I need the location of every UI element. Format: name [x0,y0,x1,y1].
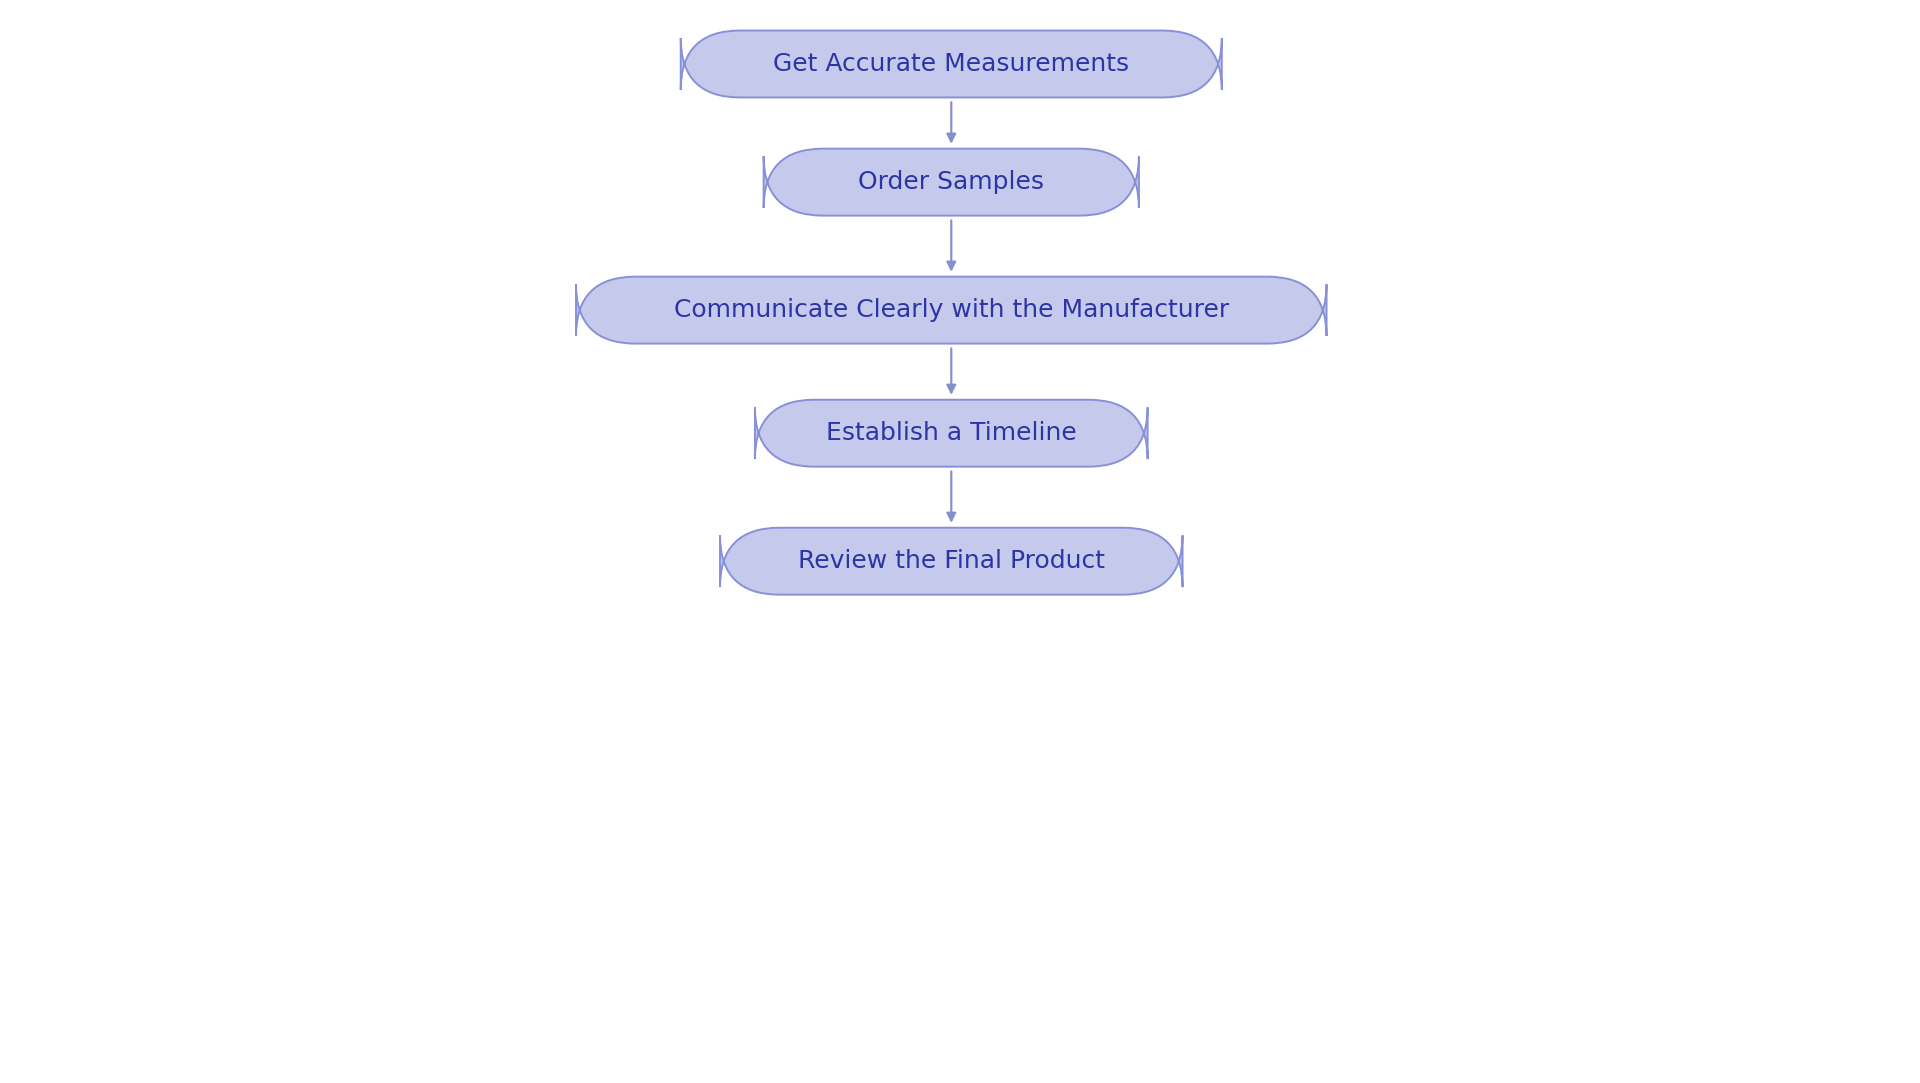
Text: Review the Final Product: Review the Final Product [799,549,1104,573]
Text: Establish a Timeline: Establish a Timeline [826,421,1077,445]
Text: Communicate Clearly with the Manufacturer: Communicate Clearly with the Manufacture… [674,298,1229,322]
FancyBboxPatch shape [576,276,1327,343]
FancyBboxPatch shape [682,30,1221,97]
FancyBboxPatch shape [720,527,1183,595]
Text: Order Samples: Order Samples [858,170,1044,194]
FancyBboxPatch shape [755,400,1148,467]
Text: Get Accurate Measurements: Get Accurate Measurements [774,52,1129,76]
FancyBboxPatch shape [764,148,1139,216]
